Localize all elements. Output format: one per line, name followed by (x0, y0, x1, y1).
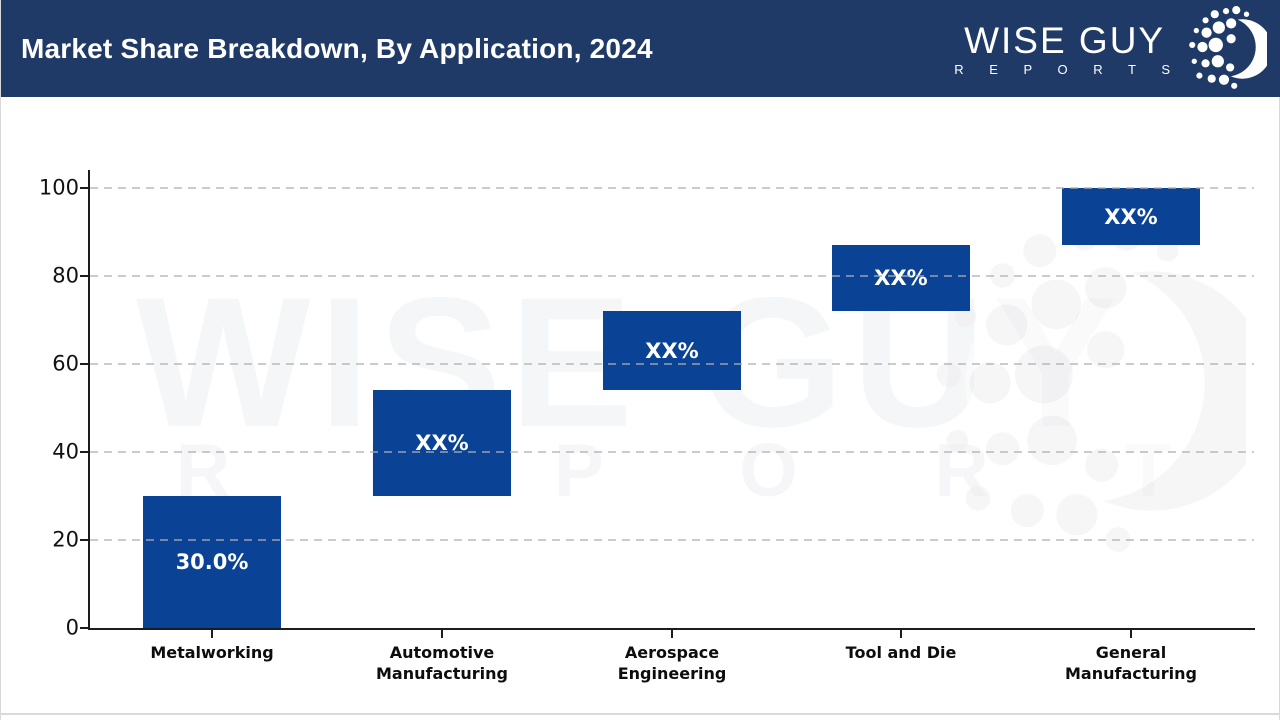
y-tick-label: 40 (52, 439, 79, 464)
gridline-y100 (90, 187, 1254, 189)
bar-value-label: XX% (874, 266, 928, 291)
x-tick-label: Aerospace Engineering (617, 643, 727, 683)
brand-name: WISE GUY (964, 19, 1166, 61)
brand-wordmark: WISE GUY R E P O R T S (948, 19, 1181, 77)
x-tick-label: Automotive Manufacturing (376, 643, 508, 683)
y-tick-mark (80, 187, 88, 189)
gridline-y40 (90, 451, 1254, 453)
wiseguy-head-icon (1189, 6, 1267, 89)
page-title: Market Share Breakdown, By Application, … (21, 32, 653, 64)
x-tick-mark (1130, 630, 1132, 638)
bar-value-label: XX% (645, 338, 699, 363)
brand-logo: WISE GUY R E P O R T S (948, 6, 1267, 92)
y-tick-mark (80, 627, 88, 629)
bar-tool-and-die: XX% (832, 245, 970, 312)
x-tick-label: Metalworking (150, 643, 274, 662)
x-tick-label: General Manufacturing (1065, 643, 1197, 683)
y-tick-mark (80, 451, 88, 453)
y-tick-mark (80, 275, 88, 277)
y-tick-label: 20 (52, 527, 79, 552)
y-tick-mark (80, 539, 88, 541)
gridline-y80 (90, 275, 1254, 277)
bar-metalworking: 30.0% (143, 496, 281, 628)
y-tick-mark (80, 363, 88, 365)
x-tick-label: Tool and Die (845, 643, 957, 662)
y-axis-line (88, 170, 90, 630)
y-tick-label: 0 (65, 615, 79, 640)
bar-automotive-manufacturing: XX% (373, 390, 511, 496)
x-tick-mark (441, 630, 443, 638)
bar-value-label: 30.0% (175, 550, 249, 574)
x-axis-line (88, 628, 1255, 630)
y-tick-label: 80 (52, 263, 79, 288)
brand-subname: R E P O R T S (954, 61, 1181, 77)
x-tick-mark (671, 630, 673, 638)
chart-plot-area: WISE GUY R E P O R T S 0 (1, 97, 1280, 713)
header-bar: Market Share Breakdown, By Application, … (1, 0, 1280, 97)
watermark-subword: R E P O R T S (176, 428, 1280, 512)
x-tick-mark (211, 630, 213, 638)
y-tick-label: 100 (38, 175, 79, 200)
x-tick-mark (900, 630, 902, 638)
bar-general-manufacturing: XX% (1062, 188, 1200, 246)
gridline-y20 (90, 539, 1254, 541)
bar-value-label: XX% (1104, 204, 1158, 229)
gridline-y60 (90, 363, 1254, 365)
bottom-divider (1, 713, 1280, 715)
bar-aerospace-engineering: XX% (603, 311, 741, 391)
y-tick-label: 60 (52, 351, 79, 376)
